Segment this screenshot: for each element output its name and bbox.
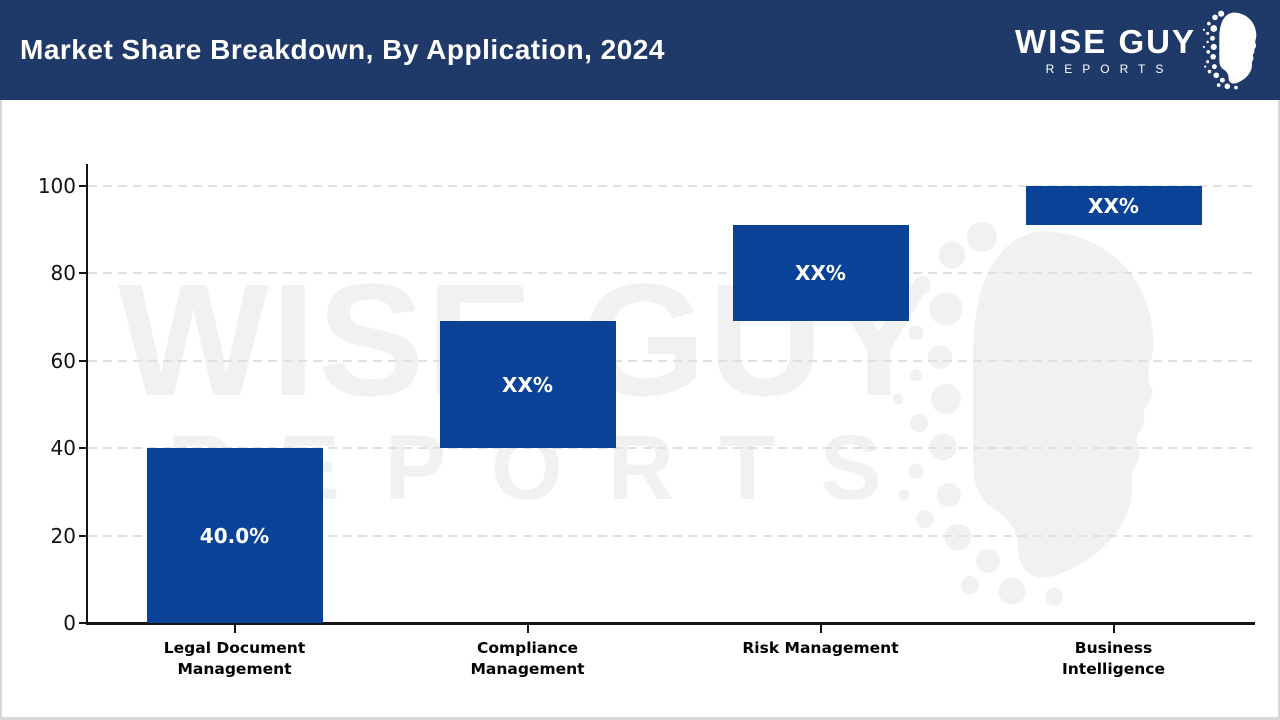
- y-tick-mark: [79, 272, 88, 275]
- brand-name: WISE GUY: [1014, 22, 1196, 60]
- bar-value-label: XX%: [795, 261, 846, 286]
- y-tick-label: 20: [50, 523, 76, 548]
- gridline: [88, 447, 1255, 450]
- x-axis-spine: [86, 622, 1255, 625]
- gridline: [88, 272, 1255, 275]
- category-label-line: Management: [177, 660, 292, 678]
- x-tick-mark: [819, 624, 822, 633]
- category-label-line: Compliance: [476, 639, 579, 657]
- chart-area: WISE GUY REPORTS 0 20 40 60 80 100 40.0% Legal …: [0, 100, 1280, 720]
- gridline: [88, 534, 1255, 537]
- y-tick-mark: [79, 185, 88, 187]
- plot: 0 20 40 60 80 100 40.0% Legal Document Managemen…: [2, 100, 1278, 717]
- bar-value-label: 40.0%: [199, 523, 270, 548]
- bar: XX%: [732, 225, 909, 322]
- bar: 40.0%: [146, 448, 323, 623]
- y-tick-mark: [79, 359, 88, 362]
- category-label-line: Intelligence: [1061, 660, 1165, 678]
- x-tick-mark: [526, 624, 529, 633]
- page-title: Market Share Breakdown, By Application, …: [20, 34, 665, 65]
- gridline: [88, 185, 1255, 187]
- y-tick-label: 60: [50, 348, 76, 373]
- x-tick-mark: [233, 624, 236, 633]
- bar: XX%: [439, 321, 616, 449]
- category-label: Risk Management: [701, 638, 941, 659]
- y-tick-mark: [79, 447, 88, 450]
- y-tick-label: 80: [50, 261, 76, 286]
- y-tick-label: 40: [50, 436, 76, 461]
- y-tick-mark: [79, 622, 88, 624]
- y-tick-label: 0: [63, 611, 76, 635]
- x-tick-mark: [1112, 624, 1115, 633]
- bar-value-label: XX%: [502, 372, 553, 397]
- brand-logo-text: WISE GUY REPORTS: [1015, 25, 1196, 76]
- gridline: [88, 359, 1255, 362]
- header-bar: Market Share Breakdown, By Application, …: [0, 0, 1280, 100]
- y-tick-label: 100: [37, 174, 76, 198]
- category-label: Compliance Management: [408, 638, 648, 680]
- bar-value-label: XX%: [1088, 193, 1139, 218]
- y-tick-mark: [79, 534, 88, 537]
- brand-logo: WISE GUY REPORTS: [1015, 10, 1262, 90]
- y-axis-spine: [86, 164, 88, 625]
- wiseguy-face-icon: [1202, 10, 1257, 90]
- category-label: Business Intelligence: [994, 638, 1234, 680]
- category-label-line: Business: [1074, 639, 1153, 657]
- brand-subtitle: REPORTS: [1045, 61, 1174, 76]
- category-label-line: Risk Management: [742, 639, 899, 657]
- bar: XX%: [1025, 186, 1202, 226]
- category-label-line: Management: [470, 660, 585, 678]
- category-label: Legal Document Management: [115, 638, 355, 680]
- category-label-line: Legal Document: [163, 639, 306, 657]
